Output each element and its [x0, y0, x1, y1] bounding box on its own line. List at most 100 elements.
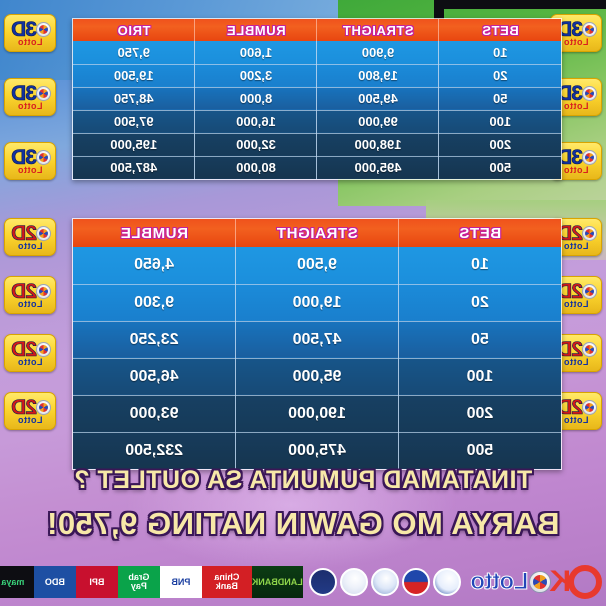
cell-straight: 475,000: [235, 432, 399, 469]
lotto-ball-icon: [582, 226, 597, 241]
cell-straight: 19,000: [235, 284, 399, 321]
partner-logo-strip: K Lotto LANDBANK China Bank PNB Grab Pay…: [0, 558, 606, 606]
column-header-rumble: RUMBLE: [73, 219, 236, 247]
pcso-logo-icon: [432, 568, 461, 596]
cell-bets: 200: [398, 395, 561, 432]
cell-bets: 500: [398, 432, 561, 469]
table-row: 500 495,000 80,000 487,500: [73, 156, 561, 179]
chinabank-logo: China Bank: [201, 566, 252, 598]
ok-lotto-wordmark: Lotto: [470, 568, 529, 596]
cell-straight: 9,900: [317, 41, 439, 64]
lotto-ball-icon: [36, 150, 51, 165]
cell-rumble: 1,600: [195, 41, 317, 64]
cell-straight: 198,000: [317, 133, 439, 156]
lotto-ball-icon: [36, 400, 51, 415]
lotto-ball-icon: [36, 284, 51, 299]
cell-rumble: 4,650: [73, 247, 236, 284]
badge-3d-lotto[interactable]: 3D Lotto: [4, 78, 56, 116]
headline-line-1: TINATAMAD PUMUNTA SA OUTLET ?: [73, 466, 533, 494]
cell-rumble: 8,000: [195, 87, 317, 110]
badge-sublabel: Lotto: [17, 37, 43, 47]
pnb-logo: PNB: [159, 566, 202, 598]
philippines-flag-logo-icon: [401, 568, 430, 596]
cell-straight: 99,000: [317, 110, 439, 133]
cell-bets: 10: [439, 41, 561, 64]
badge-2d-lotto[interactable]: 2D Lotto: [4, 276, 56, 314]
lotto-ball-icon: [36, 22, 51, 37]
cell-bets: 10: [398, 247, 561, 284]
table-row: 20 19,000 9,300: [73, 284, 561, 321]
lotto-ball-icon: [36, 226, 51, 241]
badge-sublabel: Lotto: [563, 357, 589, 367]
table-row: 10 9,500 4,650: [73, 247, 561, 284]
lotto-ball-icon: [36, 342, 51, 357]
badge-sublabel: Lotto: [17, 357, 43, 367]
bdo-logo: BDO: [33, 566, 76, 598]
cell-rumble: 232,500: [73, 432, 236, 469]
badge-sublabel: Lotto: [563, 37, 589, 47]
lotto-ball-icon: [582, 400, 597, 415]
landbank-logo: LANDBANK: [251, 566, 303, 598]
agency-logos: [308, 568, 461, 596]
cell-rumble: 46,500: [73, 358, 236, 395]
table-row: 100 95,000 46,500: [73, 358, 561, 395]
payment-logos: LANDBANK China Bank PNB Grab Pay BPI BDO…: [0, 565, 303, 599]
table-row: 50 49,500 8,000 48,750: [73, 87, 561, 110]
maya-logo: maya: [0, 566, 34, 598]
badge-3d-lotto[interactable]: 3D Lotto: [4, 142, 56, 180]
payout-table-3d: BETS STRAIGHT RUMBLE TRIO 10 9,900 1,600…: [72, 18, 562, 180]
table-row: 10 9,900 1,600 9,750: [73, 41, 561, 64]
badge-2d-lotto[interactable]: 2D Lotto: [4, 392, 56, 430]
background-black-strip: [436, 0, 606, 9]
badge-sublabel: Lotto: [17, 241, 43, 251]
cell-straight: 190,000: [235, 395, 399, 432]
badge-3d-lotto[interactable]: 3D Lotto: [4, 14, 56, 52]
column-header-trio: TRIO: [73, 19, 195, 41]
headline-line-2: BARYA MO GAWIN NATING 9,750!: [46, 506, 560, 541]
lotto-ball-icon: [582, 284, 597, 299]
table-header-row: BETS STRAIGHT RUMBLE: [73, 219, 561, 247]
badge-2d-lotto[interactable]: 2D Lotto: [4, 334, 56, 372]
table-row: 500 475,000 232,500: [73, 432, 561, 469]
cell-rumble: 32,000: [195, 133, 317, 156]
cell-bets: 50: [398, 321, 561, 358]
cell-trio: 9,750: [73, 41, 195, 64]
bpi-logo: BPI: [75, 566, 118, 598]
cell-trio: 19,500: [73, 64, 195, 87]
cell-straight: 495,000: [317, 156, 439, 179]
table-row: 200 198,000 32,000 195,000: [73, 133, 561, 156]
table-row: 50 47,500 23,250: [73, 321, 561, 358]
column-header-straight: STRAIGHT: [317, 19, 439, 41]
badge-2d-lotto[interactable]: 2D Lotto: [4, 218, 56, 256]
lotto-ball-icon: [36, 86, 51, 101]
cell-rumble: 80,000: [195, 156, 317, 179]
badge-sublabel: Lotto: [17, 165, 43, 175]
cell-rumble: 23,250: [73, 321, 236, 358]
cell-rumble: 16,000: [195, 110, 317, 133]
nav-seal-logo-icon: [308, 568, 337, 596]
cell-trio: 487,500: [73, 156, 195, 179]
right-rail-2d: 2D Lotto 2D Lotto 2D Lotto 2D Lotto: [2, 218, 58, 430]
cell-bets: 500: [439, 156, 561, 179]
badge-sublabel: Lotto: [17, 299, 43, 309]
column-header-bets: BETS: [439, 19, 561, 41]
table-header-row: BETS STRAIGHT RUMBLE TRIO: [73, 19, 561, 41]
cell-straight: 9,500: [235, 247, 399, 284]
table-row: 20 19,800 3,200 19,500: [73, 64, 561, 87]
column-header-bets: BETS: [398, 219, 561, 247]
badge-sublabel: Lotto: [17, 415, 43, 425]
cell-straight: 19,800: [317, 64, 439, 87]
cell-rumble: 9,300: [73, 284, 236, 321]
cell-trio: 97,500: [73, 110, 195, 133]
badge-sublabel: Lotto: [563, 299, 589, 309]
ok-lotto-brand-logo: K Lotto: [470, 562, 602, 602]
grabpay-logo: Grab Pay: [117, 566, 160, 598]
cell-straight: 49,500: [317, 87, 439, 110]
badge-sublabel: Lotto: [563, 241, 589, 251]
badge-sublabel: Lotto: [17, 101, 43, 111]
cell-bets: 20: [398, 284, 561, 321]
cell-rumble: 93,000: [73, 395, 236, 432]
cell-bets: 100: [398, 358, 561, 395]
badge-sublabel: Lotto: [563, 101, 589, 111]
